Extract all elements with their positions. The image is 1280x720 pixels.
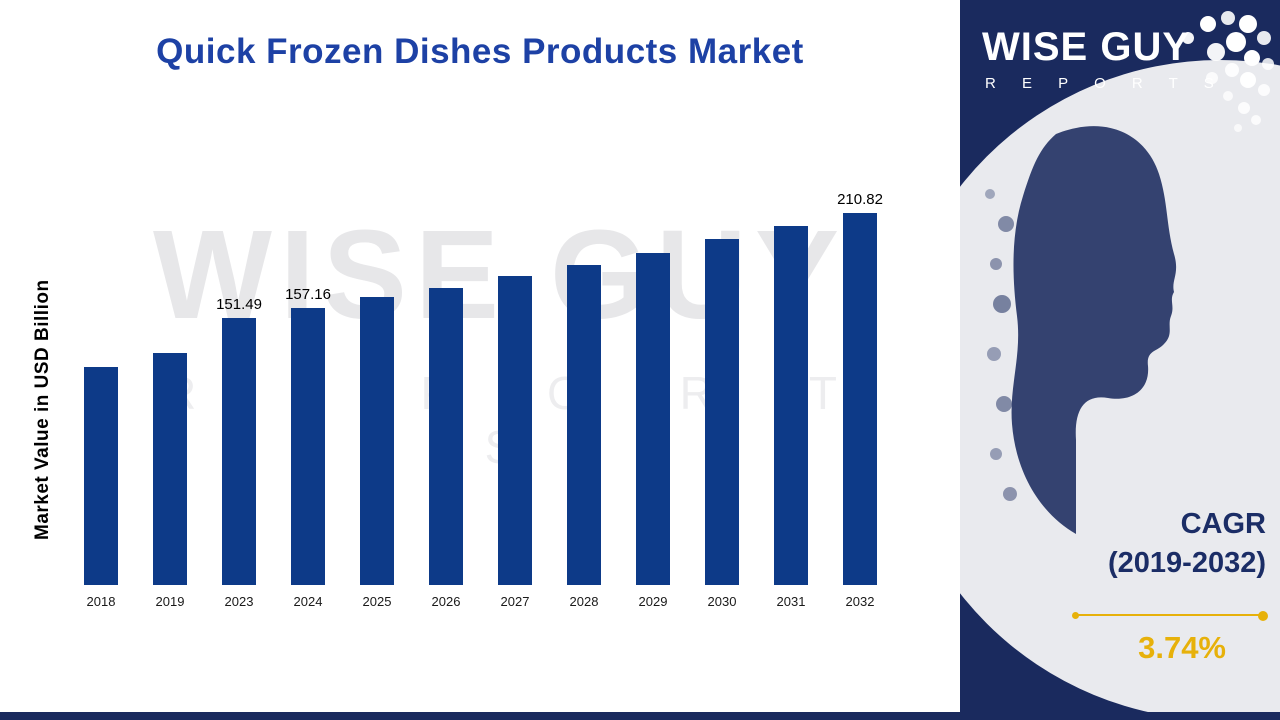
bar-group: 157.16 2024 <box>285 180 331 609</box>
bar-group: 2029 <box>636 180 670 609</box>
line-dot-left <box>1072 612 1079 619</box>
cagr-value: 3.74% <box>1138 630 1226 665</box>
x-axis-tick-label: 2018 <box>86 594 116 609</box>
bar-group: 2030 <box>705 180 739 609</box>
cagr-underline-graphic <box>1072 609 1268 621</box>
logo-face-dots-icon <box>1182 11 1274 132</box>
x-axis-tick-label: 2024 <box>293 594 323 609</box>
bar-group: 2026 <box>429 180 463 609</box>
x-axis-tick-label: 2019 <box>155 594 185 609</box>
cagr-label-line2: (2019-2032) <box>1108 547 1266 580</box>
x-axis-tick-label: 2032 <box>845 594 875 609</box>
bar-2028 <box>567 265 601 585</box>
bar-group: 2031 <box>774 180 808 609</box>
bar-2031 <box>774 226 808 585</box>
line-rule <box>1076 614 1263 616</box>
bar-2024 <box>291 308 325 585</box>
bar-2023 <box>222 318 256 585</box>
bar-group: 2028 <box>567 180 601 609</box>
x-axis-tick-label: 2023 <box>224 594 254 609</box>
x-axis-tick-label: 2028 <box>569 594 599 609</box>
y-axis-label: Market Value in USD Billion <box>32 279 53 541</box>
bar-2029 <box>636 253 670 585</box>
x-axis-tick-label: 2030 <box>707 594 737 609</box>
bar-2032 <box>843 213 877 585</box>
bar-group: 2027 <box>498 180 532 609</box>
x-axis-tick-label: 2026 <box>431 594 461 609</box>
bar-value-label: 157.16 <box>285 286 331 303</box>
bar-group: 2025 <box>360 180 394 609</box>
cagr-label-line1: CAGR <box>1180 508 1266 540</box>
bar-value-label: 210.82 <box>837 191 883 208</box>
x-axis-tick-label: 2029 <box>638 594 668 609</box>
chart-title: Quick Frozen Dishes Products Market <box>156 32 804 71</box>
bar-value-label: 151.49 <box>216 296 262 313</box>
face-profile-graphic <box>985 126 1177 534</box>
bar-chart: 2018 2019 151.49 2023 157.16 2024 2025 2026 2027… <box>84 180 883 609</box>
bar-2025 <box>360 297 394 585</box>
bar-group: 151.49 2023 <box>216 180 262 609</box>
x-axis-tick-label: 2025 <box>362 594 392 609</box>
brand-panel: WISE GUY R E P O R T S CAGR (2019-2032) … <box>960 0 1280 720</box>
bar-group: 210.82 2032 <box>837 180 883 609</box>
line-dot-right <box>1258 610 1268 621</box>
bar-group: 2018 <box>84 180 118 609</box>
x-axis-tick-label: 2031 <box>776 594 806 609</box>
x-axis-tick-label: 2027 <box>500 594 530 609</box>
bar-group: 2019 <box>153 180 187 609</box>
brand-name: WISE GUY <box>982 25 1191 69</box>
bar-2030 <box>705 239 739 585</box>
bottom-bar <box>0 712 1280 720</box>
bar-2026 <box>429 288 463 585</box>
bar-2019 <box>153 353 187 585</box>
bar-2027 <box>498 276 532 585</box>
cagr-label: CAGR (2019-2032) <box>1108 505 1266 583</box>
bar-2018 <box>84 367 118 585</box>
brand-subtitle: R E P O R T S <box>985 75 1225 92</box>
brand-logo: WISE GUY R E P O R T S <box>982 26 1225 92</box>
